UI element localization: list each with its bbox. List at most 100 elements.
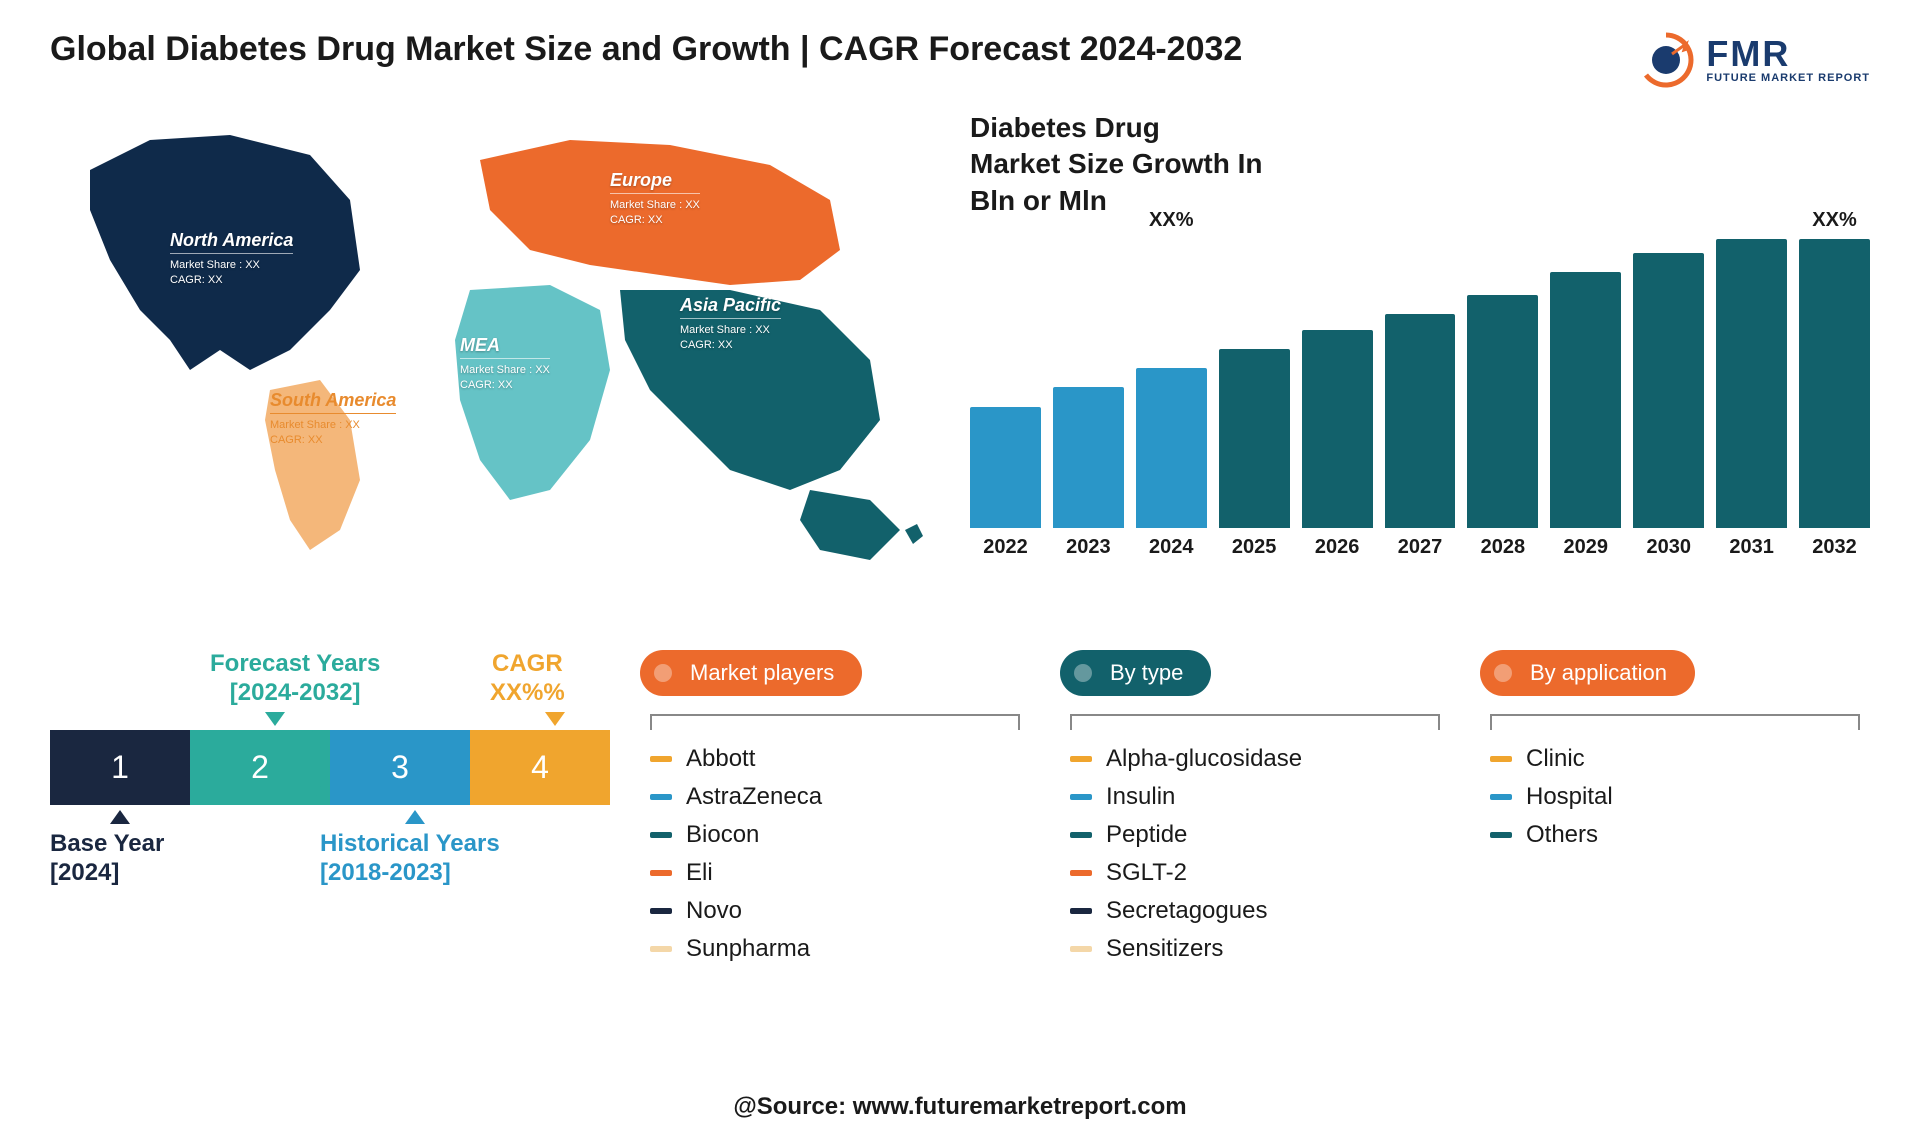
list-item: Insulin xyxy=(1060,778,1450,816)
bracket-icon xyxy=(1490,714,1860,728)
callout-cagr: CAGR XX%% xyxy=(490,650,565,708)
list-item: Peptide xyxy=(1060,816,1450,854)
timeline-box: 1 xyxy=(50,730,190,805)
list-item: Abbott xyxy=(640,740,1030,778)
bars-container: 20222023XX%20242025202620272028202920302… xyxy=(970,239,1870,559)
region-share: Market Share : XX xyxy=(270,418,396,433)
bullet-icon xyxy=(1490,794,1512,800)
bullet-icon xyxy=(650,794,672,800)
region-share: Market Share : XX xyxy=(610,198,700,213)
bar-year-label: 2022 xyxy=(983,536,1028,559)
bar-annotation: XX% xyxy=(1812,209,1856,229)
bar-item: 2022 xyxy=(970,239,1041,559)
timeline-box: 4 xyxy=(470,730,610,805)
bullet-icon xyxy=(1070,794,1092,800)
category-header: By application xyxy=(1480,650,1695,696)
timeline-box: 2 xyxy=(190,730,330,805)
source-footer: @Source: www.futuremarketreport.com xyxy=(733,1093,1186,1121)
category-header: By type xyxy=(1060,650,1211,696)
region-name: Asia Pacific xyxy=(680,295,781,319)
bottom-row: Forecast Years [2024-2032] CAGR XX%% 123… xyxy=(50,650,1870,968)
region-share: Market Share : XX xyxy=(170,258,293,273)
timeline-boxes: 1234 xyxy=(50,730,610,805)
logo-icon xyxy=(1636,30,1696,90)
bullet-icon xyxy=(1070,756,1092,762)
bracket-icon xyxy=(650,714,1020,728)
list-item-label: Insulin xyxy=(1106,783,1175,811)
bullet-icon xyxy=(1070,908,1092,914)
bar-year-label: 2026 xyxy=(1315,536,1360,559)
bullet-icon xyxy=(650,832,672,838)
bullet-icon xyxy=(1070,832,1092,838)
list-item-label: Peptide xyxy=(1106,821,1187,849)
bar xyxy=(970,407,1041,529)
bullet-icon xyxy=(650,946,672,952)
region-name: South America xyxy=(270,390,396,414)
bar-item: 2025 xyxy=(1219,239,1290,559)
region-cagr: CAGR: XX xyxy=(270,433,396,448)
list-item-label: Hospital xyxy=(1526,783,1613,811)
chart-title: Diabetes DrugMarket Size Growth InBln or… xyxy=(970,110,1870,219)
bullet-icon xyxy=(650,870,672,876)
bracket-icon xyxy=(1070,714,1440,728)
bar-item: 2027 xyxy=(1385,239,1456,559)
list-item-label: Sunpharma xyxy=(686,935,810,963)
callout-base: Base Year [2024] xyxy=(50,830,164,888)
arrow-down-icon xyxy=(265,712,285,726)
list-item: Secretagogues xyxy=(1060,892,1450,930)
bar xyxy=(1799,239,1870,528)
list-item: AstraZeneca xyxy=(640,778,1030,816)
bullet-icon xyxy=(1490,756,1512,762)
bar xyxy=(1633,253,1704,528)
category-list: AbbottAstraZeneca Biocon EliNovo Sunpharma xyxy=(640,740,1030,968)
list-item: Sunpharma xyxy=(640,930,1030,968)
list-item: Hospital xyxy=(1480,778,1870,816)
logo-text: FMR FUTURE MARKET REPORT xyxy=(1706,36,1870,84)
region-cagr: CAGR: XX xyxy=(680,338,781,353)
bar-item: 2023 xyxy=(1053,239,1124,559)
list-item-label: Others xyxy=(1526,821,1598,849)
list-item: Sensitizers xyxy=(1060,930,1450,968)
bar xyxy=(1467,295,1538,529)
bar-year-label: 2029 xyxy=(1564,536,1609,559)
bar-item: 2028 xyxy=(1467,239,1538,559)
list-item: Clinic xyxy=(1480,740,1870,778)
list-item: Novo xyxy=(640,892,1030,930)
logo-sub: FUTURE MARKET REPORT xyxy=(1706,72,1870,84)
list-item-label: SGLT-2 xyxy=(1106,859,1187,887)
region-name: Europe xyxy=(610,170,700,194)
list-item: Eli xyxy=(640,854,1030,892)
region-cagr: CAGR: XX xyxy=(460,378,550,393)
bar-year-label: 2025 xyxy=(1232,536,1277,559)
bar-year-label: 2031 xyxy=(1729,536,1774,559)
category-list: Clinic Hospital Others xyxy=(1480,740,1870,854)
category-application: By application Clinic Hospital Others xyxy=(1480,650,1870,854)
list-item-label: Secretagogues xyxy=(1106,897,1267,925)
bullet-icon xyxy=(1490,832,1512,838)
region-label-mea: MEA Market Share : XX CAGR: XX xyxy=(460,335,550,394)
bullet-icon xyxy=(1070,870,1092,876)
arrow-down-icon xyxy=(545,712,565,726)
bar xyxy=(1716,239,1787,528)
list-item: Others xyxy=(1480,816,1870,854)
region-cagr: CAGR: XX xyxy=(170,273,293,288)
timeline: Forecast Years [2024-2032] CAGR XX%% 123… xyxy=(50,650,610,805)
bar xyxy=(1136,368,1207,528)
timeline-box: 3 xyxy=(330,730,470,805)
bar xyxy=(1219,349,1290,528)
bar-item: XX%2032 xyxy=(1799,239,1870,559)
region-cagr: CAGR: XX xyxy=(610,213,700,228)
callout-historical: Historical Years [2018-2023] xyxy=(320,830,500,888)
bullet-icon xyxy=(1070,946,1092,952)
bar-item: 2026 xyxy=(1302,239,1373,559)
list-item-label: Biocon xyxy=(686,821,759,849)
bar-item: 2029 xyxy=(1550,239,1621,559)
page-title: Global Diabetes Drug Market Size and Gro… xyxy=(50,30,1242,69)
bar xyxy=(1302,330,1373,528)
bar-year-label: 2023 xyxy=(1066,536,1111,559)
list-item-label: Alpha-glucosidase xyxy=(1106,745,1302,773)
list-item: Alpha-glucosidase xyxy=(1060,740,1450,778)
list-item: SGLT-2 xyxy=(1060,854,1450,892)
bar-year-label: 2032 xyxy=(1812,536,1857,559)
region-label-sa: South America Market Share : XX CAGR: XX xyxy=(270,390,396,449)
